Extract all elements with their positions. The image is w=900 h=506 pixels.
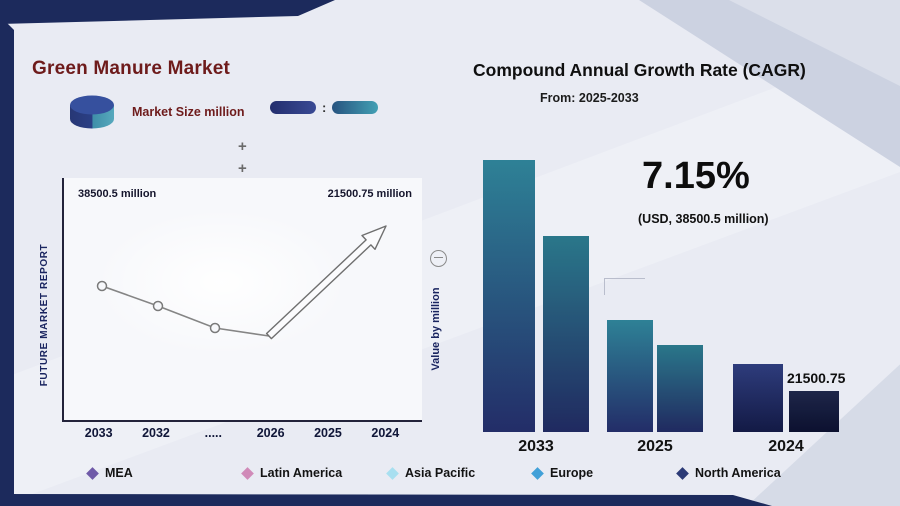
trend-line-and-arrow [96,225,387,340]
market-size-label: Market Size million [132,105,245,119]
left-x-axis-labels: 2033 2032..... 2026 2025 2024 [62,426,422,440]
left-y-axis-label: FUTURE MARKET REPORT [39,243,50,387]
legend-diamond-icon [531,466,544,480]
legend-diamond-icon [241,466,254,480]
legend-label: Asia Pacific [405,466,476,480]
start-value-label: 38500.5 million [78,188,157,200]
legend-item-asia-pacific: Asia Pacific [386,466,476,480]
right-bar-2025-2 [657,345,703,432]
left-chart-panel: 38500.5 million 21500.75 million [62,178,422,422]
legend-diamond-icon [386,466,399,480]
plus-mark-icon: + [238,160,247,177]
navy-pill [270,101,316,114]
right-bar-group-2024 [733,364,839,432]
legend-item-europe: Europe [531,466,594,480]
legend-diamond-icon [86,466,99,480]
value-annotation: 21500.75 [787,370,846,386]
right-y-axis-label: Value by million [430,287,442,371]
left-axis-label-2033: 2033 [84,426,113,440]
right-bar-2024-2 [789,391,839,432]
right-bar-2033-2 [543,236,589,432]
region-legend: MEA Latin America Asia Pacific Europe North … [0,466,900,486]
right-bar-group-2033 [483,160,589,432]
legend-diamond-icon [676,466,689,480]
right-bar-2033-1 [483,160,535,432]
corner-decoration [604,278,645,295]
plus-mark-icon: + [238,138,247,155]
right-axis-label-2033: 2033 [518,438,554,455]
right-bars-container [483,160,839,432]
pill-separator: : [322,100,327,115]
teal-pill [332,101,379,114]
legend-label: North America [695,466,781,480]
legend-label: Latin America [260,466,343,480]
legend-item-latin-america: Latin America [241,466,343,480]
legend-item-north-america: North America [676,466,781,480]
left-chart-title: Green Manure Market [32,58,231,79]
right-bar-group-2025 [607,320,703,432]
left-axis-label-2026: 2026 [256,426,285,440]
right-title: Compound Annual Growth Rate (CAGR) [473,60,806,80]
cylinder-icon [70,95,114,129]
left-axis-label-2024: 2024 [371,426,400,440]
right-bar-2025-1 [607,320,653,432]
minus-circle-icon [430,250,447,267]
ratio-pills: : [270,100,379,115]
cagr-value: 7.15% [642,155,750,197]
panel-value-labels: 38500.5 million 21500.75 million [78,188,412,200]
right-subtitle: From: 2025-2033 [540,91,639,105]
market-size-legend: Market Size million [64,92,245,132]
right-bar-2024-1 [733,364,783,432]
left-axis-label-.....: ..... [204,426,222,440]
left-axis-label-2032: 2032 [142,426,170,440]
right-axis-label-2025: 2025 [637,438,673,455]
legend-label: MEA [105,466,133,480]
right-x-axis-labels: 2033 2025 2024 [483,438,839,456]
end-value-label: 21500.75 million [327,188,412,200]
left-axis-label-2025: 2025 [314,426,342,440]
legend-label: Europe [550,466,594,480]
cagr-detail: (USD, 38500.5 million) [638,212,769,226]
right-axis-label-2024: 2024 [768,438,804,455]
legend-item-mea: MEA [86,466,133,480]
